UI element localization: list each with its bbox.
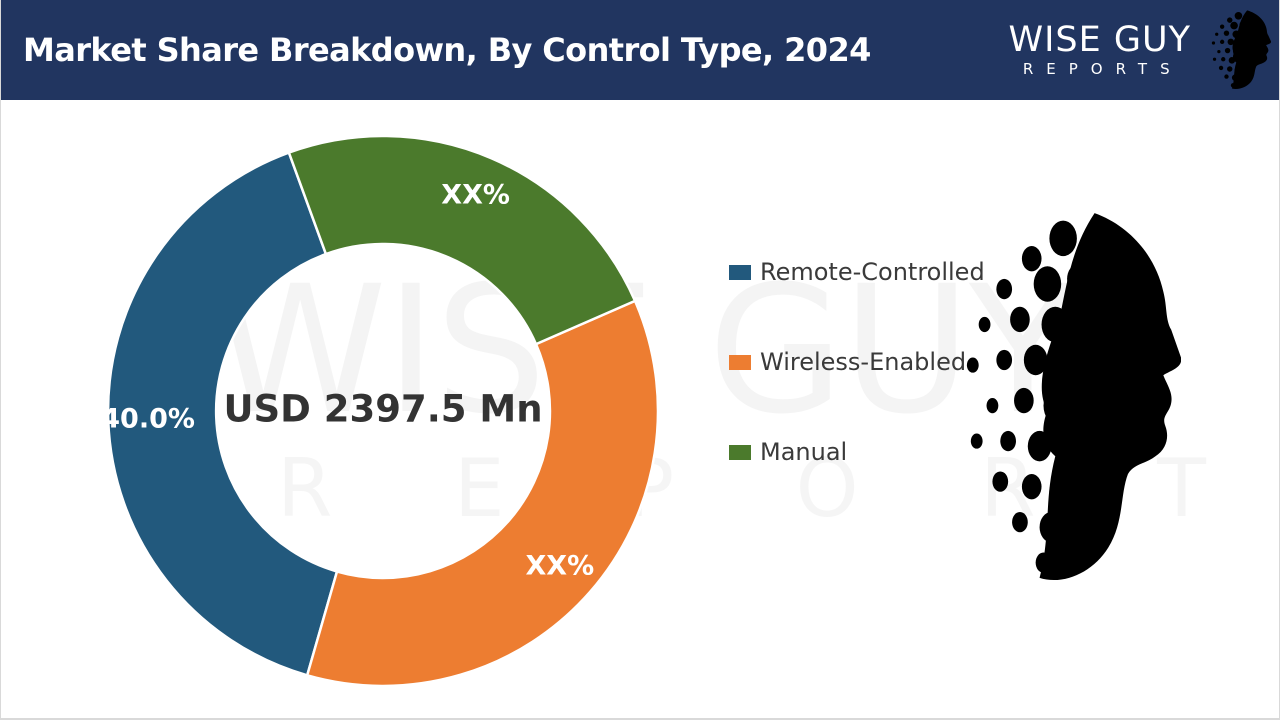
slice-percentage-label: 40.0% [101, 404, 195, 435]
legend-swatch-icon [729, 444, 751, 460]
logo-text: WISE GUY REPORTS [1008, 19, 1191, 79]
legend-label: Wireless-Enabled [760, 348, 967, 376]
donut-slice-wireless-enabled [305, 299, 660, 688]
slice-percentage-label: XX% [441, 180, 510, 211]
donut-slice-manual [287, 134, 637, 346]
wise-guy-logo: WISE GUY REPORTS [1008, 9, 1280, 91]
legend-item-remote-controlled: Remote-Controlled [729, 257, 985, 287]
legend-item-wireless-enabled: Wireless-Enabled [729, 347, 985, 377]
header-bar: Market Share Breakdown, By Control Type,… [1, 0, 1280, 100]
slice-percentage-label: XX% [525, 550, 594, 581]
legend-item-manual: Manual [729, 437, 985, 467]
chart-legend: Remote-Controlled Wireless-Enabled Manua… [729, 257, 985, 467]
donut-slice-remote-controlled [106, 151, 339, 677]
legend-swatch-icon [729, 264, 751, 280]
logo-brand: WISE GUY [1008, 19, 1191, 60]
legend-label: Remote-Controlled [760, 258, 985, 286]
logo-sub: REPORTS [1022, 60, 1183, 79]
logo-face-icon [1195, 9, 1271, 91]
legend-label: Manual [760, 438, 848, 466]
legend-swatch-icon [729, 354, 751, 370]
chart-center-value: USD 2397.5 Mn [223, 387, 543, 431]
page-title: Market Share Breakdown, By Control Type,… [23, 31, 871, 69]
